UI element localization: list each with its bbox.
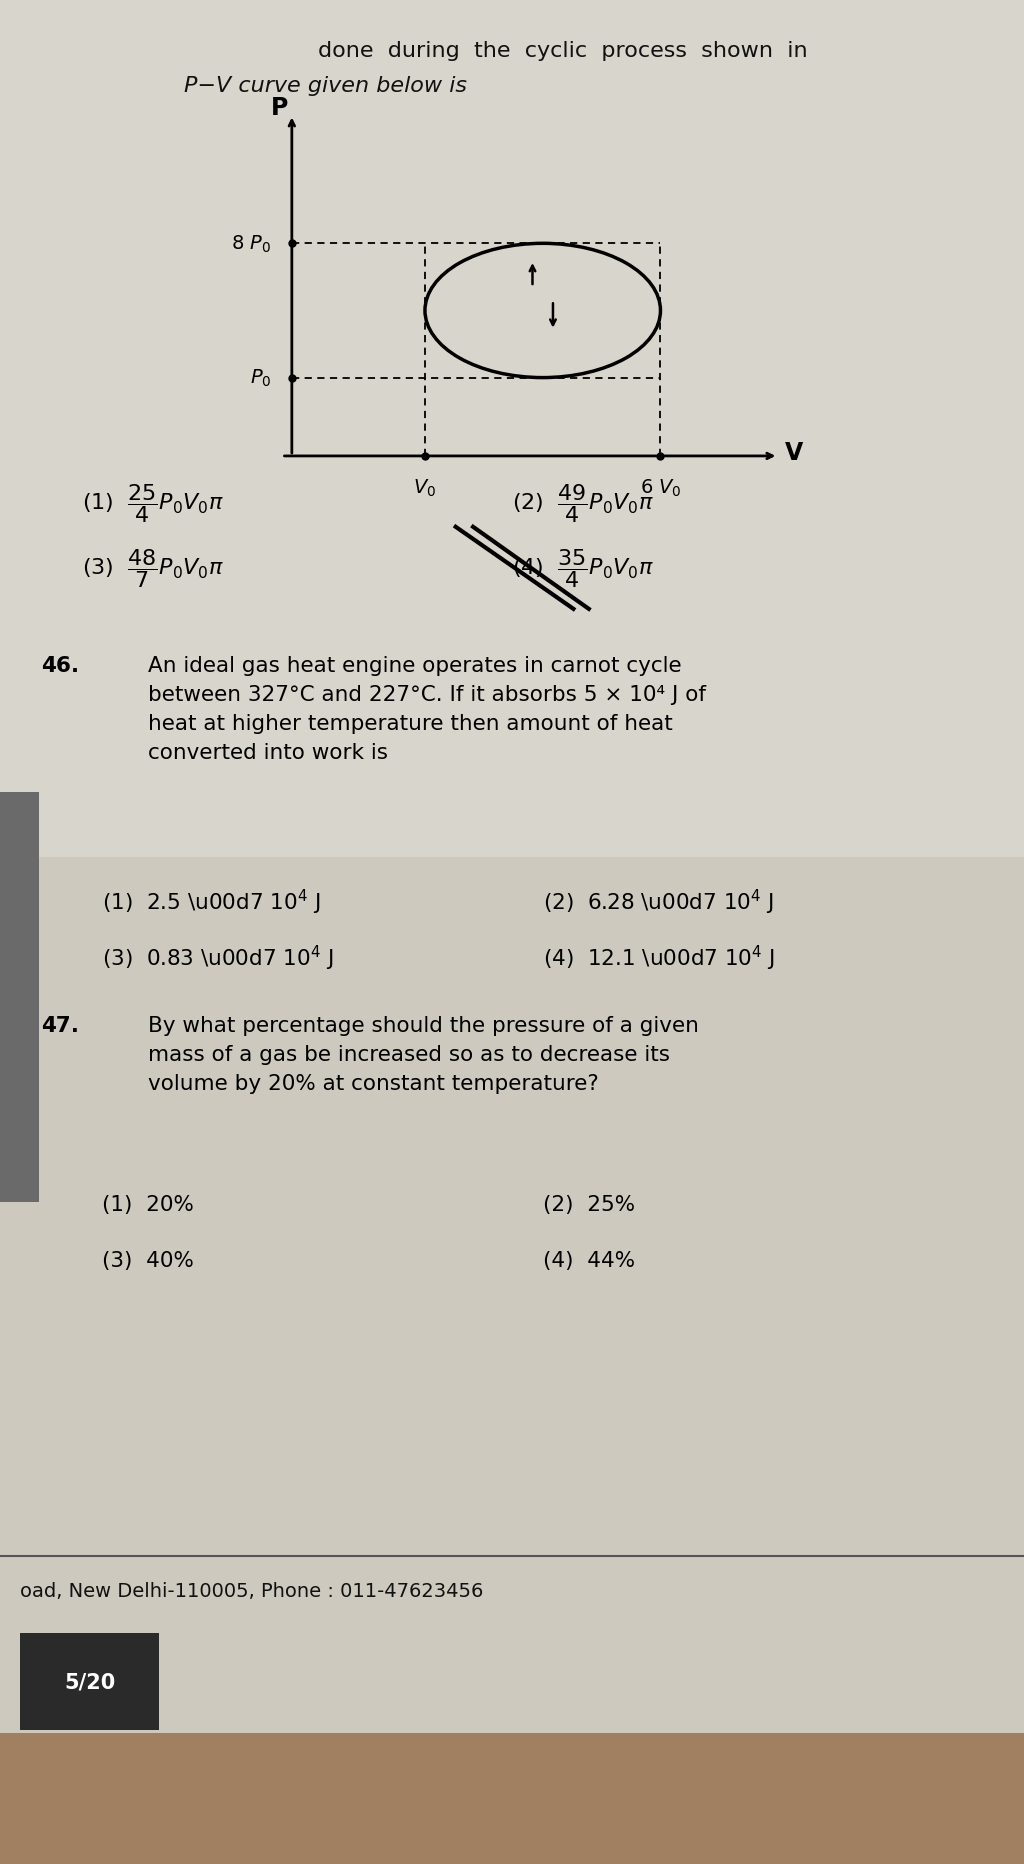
FancyBboxPatch shape bbox=[0, 792, 39, 1202]
Text: (2)  $\dfrac{49}{4}P_0V_0\pi$: (2) $\dfrac{49}{4}P_0V_0\pi$ bbox=[512, 481, 654, 526]
Text: (1)  2.5 \u00d7 10$^4$ J: (1) 2.5 \u00d7 10$^4$ J bbox=[102, 887, 321, 917]
Text: P: P bbox=[271, 97, 288, 119]
Text: P−V curve given below is: P−V curve given below is bbox=[184, 76, 467, 97]
Text: done  during  the  cyclic  process  shown  in: done during the cyclic process shown in bbox=[318, 41, 808, 62]
Text: (4)  $\dfrac{35}{4}P_0V_0\pi$: (4) $\dfrac{35}{4}P_0V_0\pi$ bbox=[512, 546, 654, 591]
FancyBboxPatch shape bbox=[20, 1633, 159, 1730]
Text: (2)  6.28 \u00d7 10$^4$ J: (2) 6.28 \u00d7 10$^4$ J bbox=[543, 887, 774, 917]
Text: $V_0$: $V_0$ bbox=[414, 477, 436, 500]
Text: (4)  12.1 \u00d7 10$^4$ J: (4) 12.1 \u00d7 10$^4$ J bbox=[543, 943, 775, 973]
Text: By what percentage should the pressure of a given
mass of a gas be increased so : By what percentage should the pressure o… bbox=[148, 1016, 699, 1094]
FancyBboxPatch shape bbox=[0, 1734, 1024, 1864]
Text: 6 $V_0$: 6 $V_0$ bbox=[640, 477, 681, 500]
Text: (1)  $\dfrac{25}{4}P_0V_0\pi$: (1) $\dfrac{25}{4}P_0V_0\pi$ bbox=[82, 481, 224, 526]
Text: $P_0$: $P_0$ bbox=[250, 367, 271, 390]
Text: (3)  $\dfrac{48}{7}P_0V_0\pi$: (3) $\dfrac{48}{7}P_0V_0\pi$ bbox=[82, 546, 224, 591]
FancyBboxPatch shape bbox=[0, 0, 1024, 857]
Text: (3)  40%: (3) 40% bbox=[102, 1251, 195, 1269]
Text: (1)  20%: (1) 20% bbox=[102, 1195, 195, 1213]
Text: 8 $P_0$: 8 $P_0$ bbox=[231, 233, 271, 255]
Text: oad, New Delhi-110005, Phone : 011-47623456: oad, New Delhi-110005, Phone : 011-47623… bbox=[20, 1581, 484, 1599]
Text: 46.: 46. bbox=[41, 656, 79, 677]
Text: An ideal gas heat engine operates in carnot cycle
between 327°C and 227°C. If it: An ideal gas heat engine operates in car… bbox=[148, 656, 707, 762]
FancyBboxPatch shape bbox=[0, 857, 1024, 1864]
Text: (4)  44%: (4) 44% bbox=[543, 1251, 635, 1269]
Text: 47.: 47. bbox=[41, 1016, 79, 1036]
Text: V: V bbox=[784, 442, 803, 464]
Text: 5/20: 5/20 bbox=[65, 1672, 116, 1691]
Text: (3)  0.83 \u00d7 10$^4$ J: (3) 0.83 \u00d7 10$^4$ J bbox=[102, 943, 334, 973]
Text: (2)  25%: (2) 25% bbox=[543, 1195, 635, 1213]
